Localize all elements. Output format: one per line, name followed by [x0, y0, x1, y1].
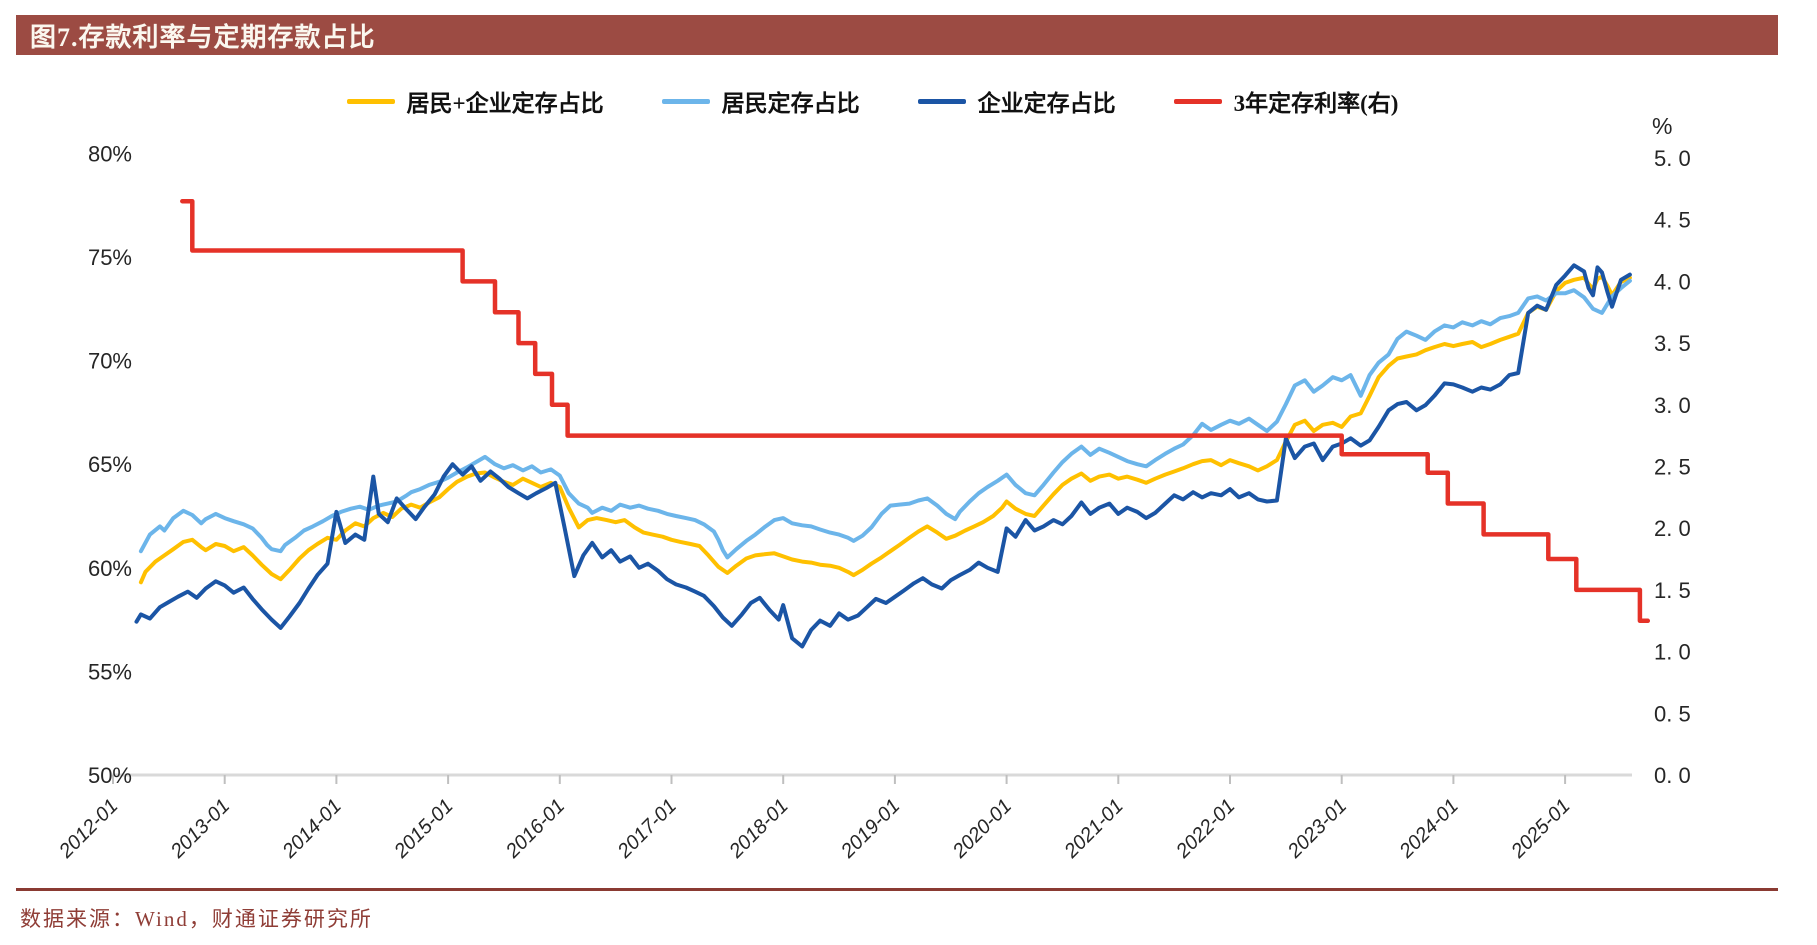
source-divider — [16, 888, 1778, 891]
x-axis-label: 2012-01 — [54, 795, 122, 863]
right-axis-unit: % — [1652, 113, 1672, 139]
legend-label: 企业定存占比 — [977, 91, 1116, 116]
x-axis-label: 2019-01 — [836, 795, 904, 863]
left-axis-label: 50% — [88, 763, 132, 788]
legend-item-1: 居民定存占比 — [661, 84, 860, 118]
right-axis-label: 3. 0 — [1654, 393, 1691, 418]
left-axis-label: 65% — [88, 452, 132, 477]
legend-item-3: 3年定存利率(右) — [1173, 84, 1399, 118]
legend-swatch-icon — [346, 98, 395, 104]
legend-swatch-icon — [661, 98, 710, 104]
x-axis-label: 2025-01 — [1506, 795, 1574, 863]
figure-title: 图7.存款利率与定期存款占比 — [30, 22, 376, 52]
x-axis-label: 2024-01 — [1395, 795, 1463, 863]
x-axis-label: 2017-01 — [613, 795, 681, 863]
legend-label: 3年定存利率(右) — [1233, 91, 1399, 116]
right-axis-label: 1. 0 — [1654, 640, 1691, 665]
x-axis-label: 2014-01 — [278, 795, 346, 863]
right-axis-label: 5. 0 — [1654, 146, 1691, 171]
x-axis-label: 2021-01 — [1060, 795, 1128, 863]
legend-item-2: 企业定存占比 — [917, 84, 1116, 118]
legend-label: 居民+企业定存占比 — [406, 91, 604, 116]
left-axis-label: 80% — [88, 141, 132, 166]
legend-swatch-icon — [1173, 98, 1222, 104]
series-line-2 — [134, 263, 1632, 649]
series-line-rate — [180, 198, 1651, 624]
series-line-1 — [138, 278, 1632, 560]
right-axis-label: 0. 0 — [1654, 763, 1691, 788]
right-axis-label: 2. 5 — [1654, 455, 1691, 480]
data-source: 数据来源：Wind，财通证券研究所 — [20, 907, 373, 931]
x-axis-label: 2016-01 — [501, 795, 569, 863]
x-axis-label: 2022-01 — [1171, 795, 1239, 863]
x-axis-label: 2018-01 — [725, 795, 793, 863]
right-axis-label: 3. 5 — [1654, 331, 1691, 356]
legend-item-0: 居民+企业定存占比 — [346, 84, 604, 118]
legend-swatch-icon — [917, 98, 966, 104]
left-axis-label: 75% — [88, 245, 132, 270]
left-axis-label: 55% — [88, 659, 132, 684]
right-axis-label: 1. 5 — [1654, 578, 1691, 603]
right-axis-label: 4. 0 — [1654, 269, 1691, 294]
right-axis-label: 0. 5 — [1654, 701, 1691, 726]
figure-title-bar: 图7.存款利率与定期存款占比 — [16, 15, 1778, 55]
x-axis-label: 2023-01 — [1283, 795, 1351, 863]
right-axis-label: 4. 5 — [1654, 208, 1691, 233]
left-axis-label: 70% — [88, 349, 132, 374]
x-axis-label: 2020-01 — [948, 795, 1016, 863]
x-axis-label: 2013-01 — [166, 795, 234, 863]
chart-legend: 居民+企业定存占比 居民定存占比 企业定存占比 3年定存利率(右) — [115, 84, 1630, 118]
x-axis-label: 2015-01 — [389, 795, 457, 863]
right-axis-label: 2. 0 — [1654, 516, 1691, 541]
legend-label: 居民定存占比 — [721, 91, 860, 116]
left-axis-label: 60% — [88, 556, 132, 581]
series-line-0 — [138, 274, 1632, 585]
